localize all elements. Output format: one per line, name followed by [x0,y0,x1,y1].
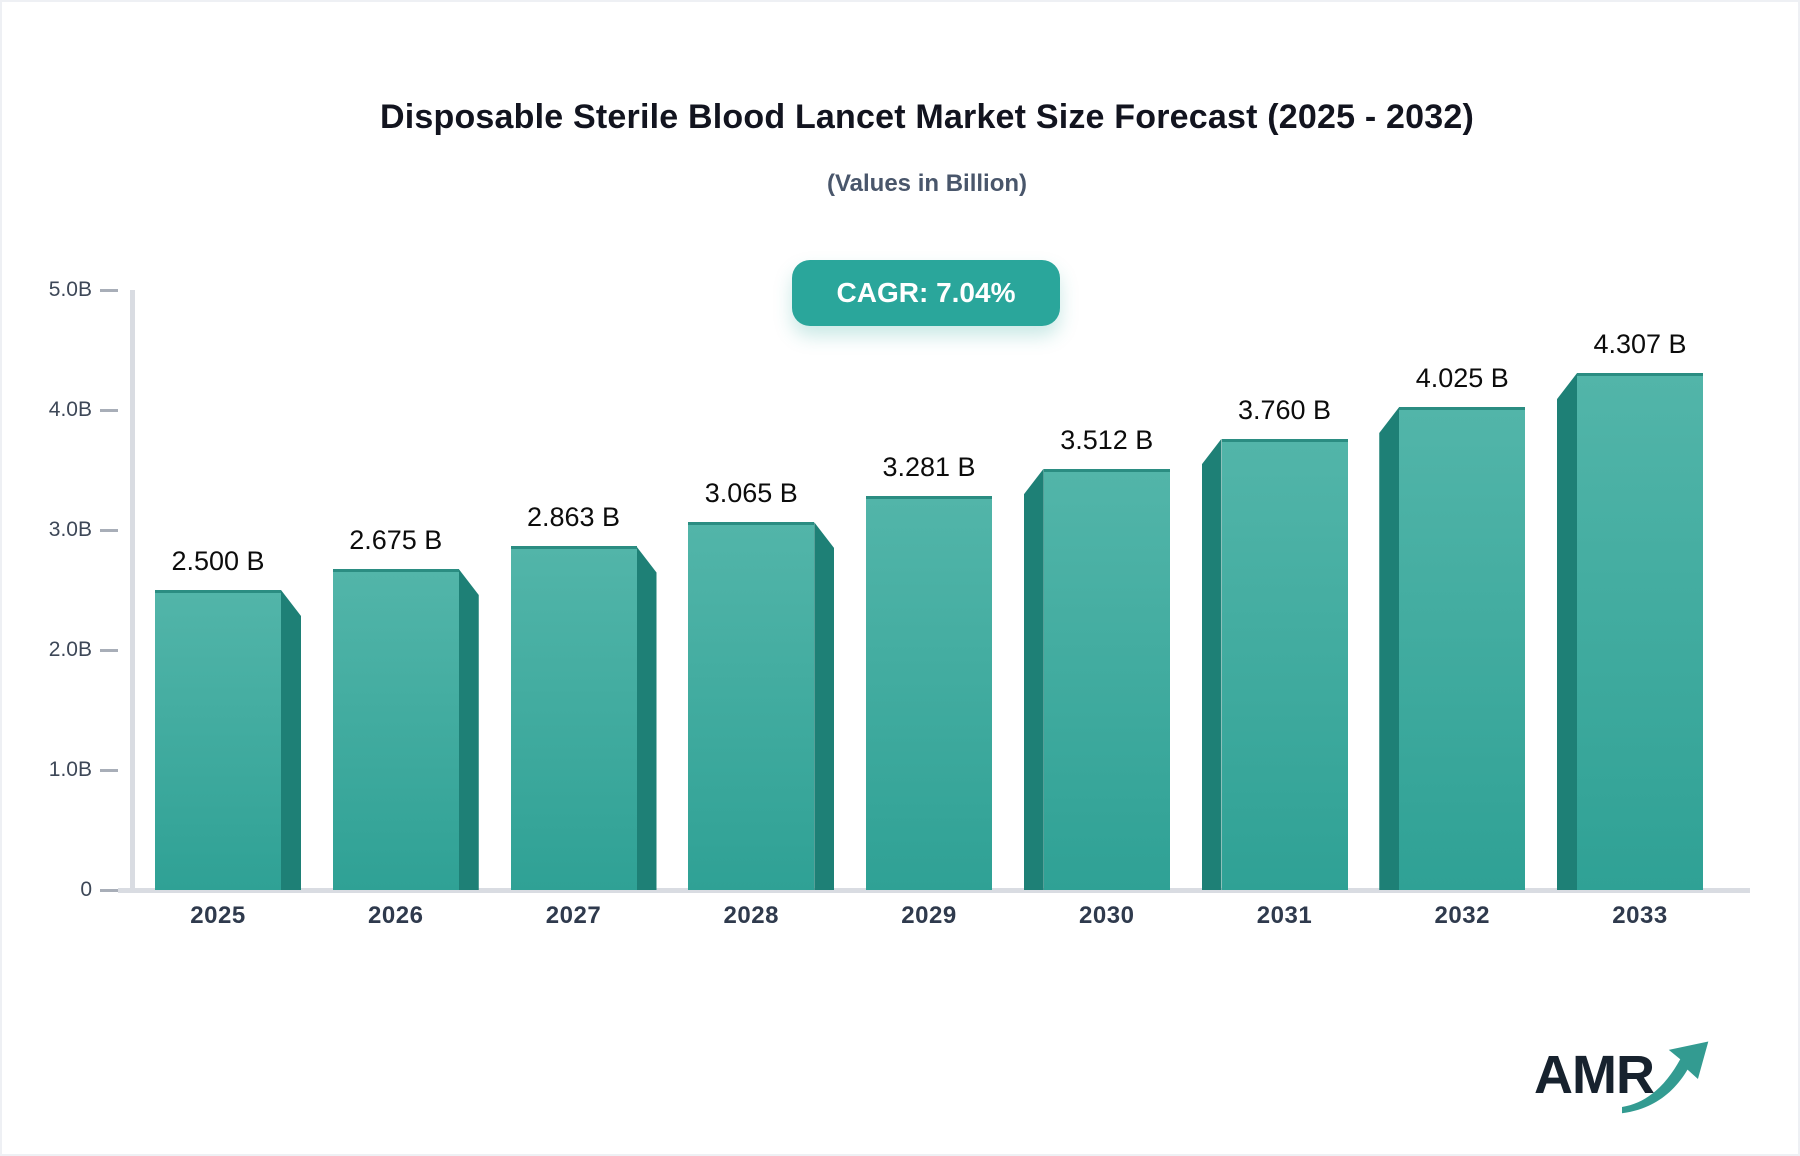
bar-value-label: 3.512 B [1060,424,1154,455]
chart-subtitle: (Values in Billion) [826,170,1028,197]
bar-side-face [814,522,835,890]
bar-side-face [281,590,301,890]
bar-value-label: 2.675 B [349,525,443,555]
y-axis-label: 4.0B [48,398,92,421]
y-axis-tick [100,769,118,772]
bar-value-label: 3.281 B [882,452,976,483]
bar-value-label: 4.307 B [1593,329,1687,360]
x-axis-label: 2033 [1612,902,1668,929]
bar-side-face [458,569,479,890]
y-axis-label: 2.0B [48,638,92,661]
bar [1399,407,1526,890]
x-axis-label: 2030 [1079,902,1135,929]
bar [866,496,992,890]
y-axis-label: 1.0B [48,758,92,781]
y-axis-tick [100,889,118,892]
y-axis-label: 3.0B [48,518,92,541]
bar [1577,373,1703,890]
y-axis-tick [100,289,118,292]
x-axis-label: 2025 [190,902,246,929]
bar [510,546,637,890]
amr-logo-text: AMR [1534,1045,1655,1105]
bar-value-label: 4.025 B [1415,363,1509,393]
bar-value-label: 3.065 B [704,478,798,509]
y-axis-tick [100,409,118,412]
cagr-badge: CAGR: 7.04% [792,260,1060,326]
bar [155,590,281,890]
x-axis-label: 2026 [368,902,424,929]
x-axis-label: 2028 [723,902,779,929]
y-axis-label: 5.0B [48,278,92,301]
y-axis-line [130,290,135,890]
x-axis-baseline [118,888,1750,893]
growth-arrow-icon [1622,1041,1709,1114]
bar-side-face [1557,373,1577,890]
bar [1221,438,1348,890]
amr-logo: AMR [1534,1038,1724,1122]
bar-value-label: 2.863 B [526,502,621,533]
y-axis-tick [100,649,118,652]
bar-side-face [1023,468,1044,890]
x-axis-label: 2027 [545,902,602,929]
x-axis-label: 2029 [901,902,957,929]
bar [688,522,815,890]
bar-value-label: 2.500 B [171,546,265,576]
bar [1043,468,1170,890]
bar-side-face [1379,407,1400,890]
cagr-badge-label: CAGR: 7.04% [836,277,1016,308]
bar-side-face [1201,438,1222,890]
bar [332,569,459,890]
x-axis-label: 2032 [1434,902,1490,929]
y-axis-tick [100,529,118,532]
page-title: Disposable Sterile Blood Lancet Market S… [379,98,1475,136]
bar-value-label: 3.760 B [1237,394,1332,425]
bar-side-face [636,546,657,890]
y-axis-label: 0 [80,878,92,901]
x-axis-label: 2031 [1256,902,1313,929]
